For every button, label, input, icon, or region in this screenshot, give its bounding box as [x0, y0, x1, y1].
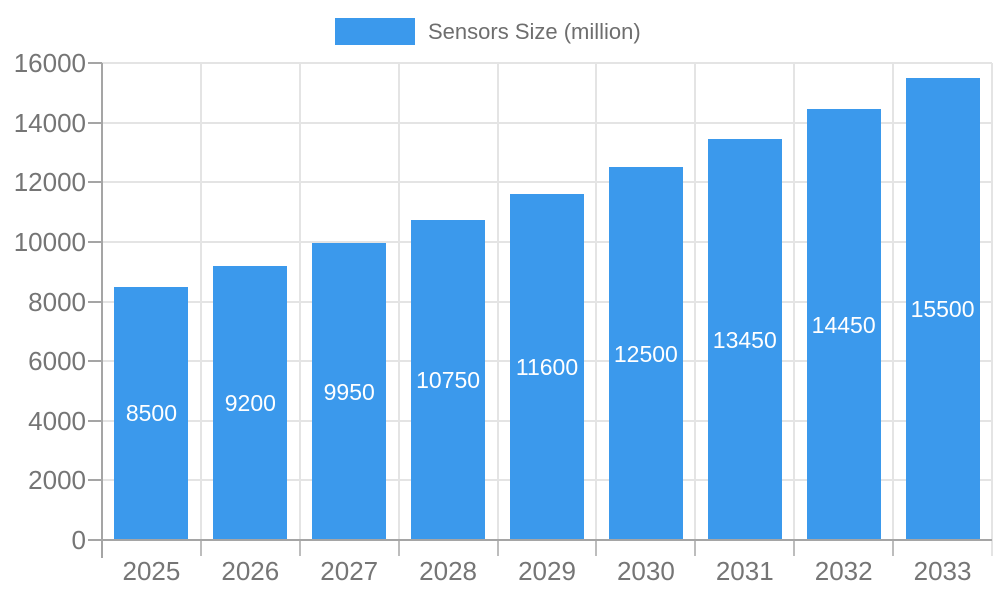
- y-axis-tick: [88, 479, 102, 482]
- bar-value-label: 10750: [416, 366, 481, 393]
- bar-2028: 10750: [411, 219, 486, 540]
- bar-2027: 9950: [312, 243, 387, 540]
- x-axis-tick: [694, 540, 697, 556]
- y-axis-tick: [88, 181, 102, 184]
- gridline-vertical: [298, 63, 301, 540]
- legend: Sensors Size (million): [335, 18, 641, 45]
- x-axis-tick: [298, 540, 301, 556]
- gridline-vertical: [397, 63, 400, 540]
- x-axis-tick-label: 2032: [814, 556, 873, 586]
- x-axis-tick-label: 2025: [122, 556, 181, 586]
- bar-value-label: 11600: [515, 354, 579, 381]
- y-axis-tick-label: 10000: [13, 226, 86, 257]
- gridline-horizontal: [102, 62, 992, 64]
- x-axis-tick-label: 2028: [419, 556, 478, 586]
- y-axis-tick-label: 6000: [28, 346, 86, 377]
- x-axis-line: [88, 539, 992, 541]
- x-axis-tick-label: 2027: [320, 556, 379, 586]
- bar-2029: 11600: [510, 194, 584, 540]
- x-axis-tick-label: 2029: [518, 556, 576, 586]
- x-axis-tick-label: 2026: [221, 556, 280, 586]
- x-axis-tick-label: 2030: [616, 556, 675, 586]
- x-axis-tick: [892, 540, 895, 556]
- y-axis-tick-label: 14000: [13, 107, 86, 138]
- x-axis-tick: [199, 540, 202, 556]
- gridline-vertical: [892, 63, 895, 540]
- legend-label: Sensors Size (million): [428, 19, 641, 44]
- gridline-horizontal: [102, 121, 992, 124]
- y-axis-tick-label: 2000: [28, 465, 86, 496]
- bar-2031: 13450: [707, 139, 782, 540]
- gridline-vertical: [199, 63, 202, 540]
- x-axis-tick: [397, 540, 400, 556]
- bar-value-label: 9200: [224, 389, 276, 416]
- y-axis-tick-label: 8000: [28, 286, 86, 317]
- bar-value-label: 9950: [323, 378, 375, 405]
- y-axis-tick-label: 4000: [28, 405, 86, 436]
- y-axis-tick: [88, 360, 102, 363]
- bar-2025: 8500: [114, 286, 189, 540]
- y-axis-tick: [88, 62, 102, 64]
- bar-2030: 12500: [608, 167, 683, 540]
- bar-value-label: 8500: [125, 400, 178, 427]
- y-axis-tick: [88, 240, 102, 243]
- y-axis-line: [101, 63, 103, 558]
- gridline-vertical: [496, 63, 499, 540]
- gridline-horizontal: [102, 181, 992, 184]
- bar-value-label: 12500: [613, 340, 678, 367]
- y-axis-tick: [88, 300, 102, 303]
- bar-2026: 9200: [213, 265, 288, 540]
- x-axis-tick: [595, 540, 598, 556]
- gridline-vertical: [595, 63, 598, 540]
- y-axis-tick-label: 16000: [13, 48, 86, 78]
- gridline-vertical: [793, 63, 796, 540]
- y-axis-tick-label: 0: [71, 525, 86, 555]
- x-axis-tick-label: 2031: [715, 556, 774, 586]
- bar-value-label: 14450: [811, 311, 876, 338]
- bar-2033: 15500: [905, 77, 980, 540]
- y-axis-tick: [88, 419, 102, 422]
- bar-value-label: 15500: [910, 295, 975, 322]
- bar-value-label: 13450: [712, 326, 777, 353]
- y-axis-tick: [88, 121, 102, 124]
- gridline-vertical: [991, 63, 993, 556]
- x-axis-tick: [793, 540, 796, 556]
- x-axis-tick-label: 2033: [913, 556, 972, 586]
- legend-swatch: [335, 18, 415, 45]
- gridline-vertical: [694, 63, 697, 540]
- y-axis-tick-label: 12000: [13, 167, 86, 198]
- bar-2032: 14450: [806, 109, 881, 540]
- x-axis-tick: [496, 540, 499, 556]
